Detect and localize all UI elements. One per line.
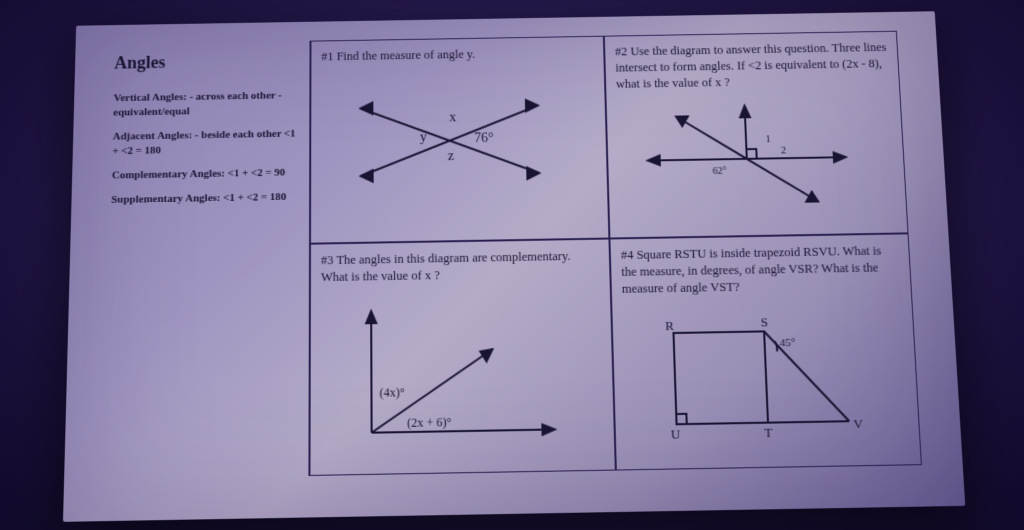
q1-label-y: y [420, 129, 427, 144]
page-title: Angles [114, 48, 300, 74]
q4-diagram: R S 45° U T V [622, 299, 891, 456]
def-vertical: Vertical Angles: - across each other - e… [113, 89, 299, 121]
q1-prompt: #1 Find the measure of angle y. [321, 44, 593, 65]
left-panel: Angles Vertical Angles: - across each ot… [95, 41, 311, 480]
q1-diagram: x y z 76° [321, 66, 580, 206]
q4-cell: #4 Square RSTU is inside trapezoid RSVU.… [609, 233, 921, 470]
q1-cell: #1 Find the measure of angle y. x y z 76… [310, 36, 609, 244]
q2-label-1: 1 [766, 134, 771, 145]
q4-prompt: #4 Square RSTU is inside trapezoid RSVU.… [621, 242, 901, 297]
worksheet-grid: Angles Vertical Angles: - across each ot… [94, 31, 933, 501]
q2-diagram: 1 2 62° [616, 94, 878, 215]
q1-label-angle: 76° [474, 130, 494, 145]
def-complementary: Complementary Angles: <1 + <2 = 90 [112, 165, 300, 183]
def-supplementary: Supplementary Angles: <1 + <2 = 180 [111, 189, 299, 207]
q4-label-V: V [853, 416, 864, 431]
q2-cell: #2 Use the diagram to answer this questi… [604, 31, 909, 239]
q3-prompt: #3 The angles in this diagram are comple… [321, 248, 600, 286]
q4-label-T: T [764, 425, 773, 440]
def-adjacent: Adjacent Angles: - beside each other <1 … [112, 127, 299, 159]
q3-label-bot: (2x + 6)° [407, 414, 452, 429]
q4-label-S: S [760, 315, 768, 329]
q1-label-z: z [448, 148, 454, 163]
q2-label-2: 2 [781, 145, 787, 156]
q2-label-3: 62° [712, 166, 726, 177]
q3-cell: #3 The angles in this diagram are comple… [309, 239, 615, 476]
q1-label-x: x [449, 109, 456, 124]
q4-label-R: R [665, 318, 675, 332]
q3-label-top: (4x)° [380, 385, 405, 400]
q2-prompt: #2 Use the diagram to answer this questi… [615, 39, 889, 92]
q3-diagram: (4x)° (2x + 6)° [321, 287, 586, 454]
q4-label-angle: 45° [779, 336, 795, 349]
worksheet-paper: Angles Vertical Angles: - across each ot… [63, 11, 965, 522]
q4-label-U: U [671, 427, 681, 442]
